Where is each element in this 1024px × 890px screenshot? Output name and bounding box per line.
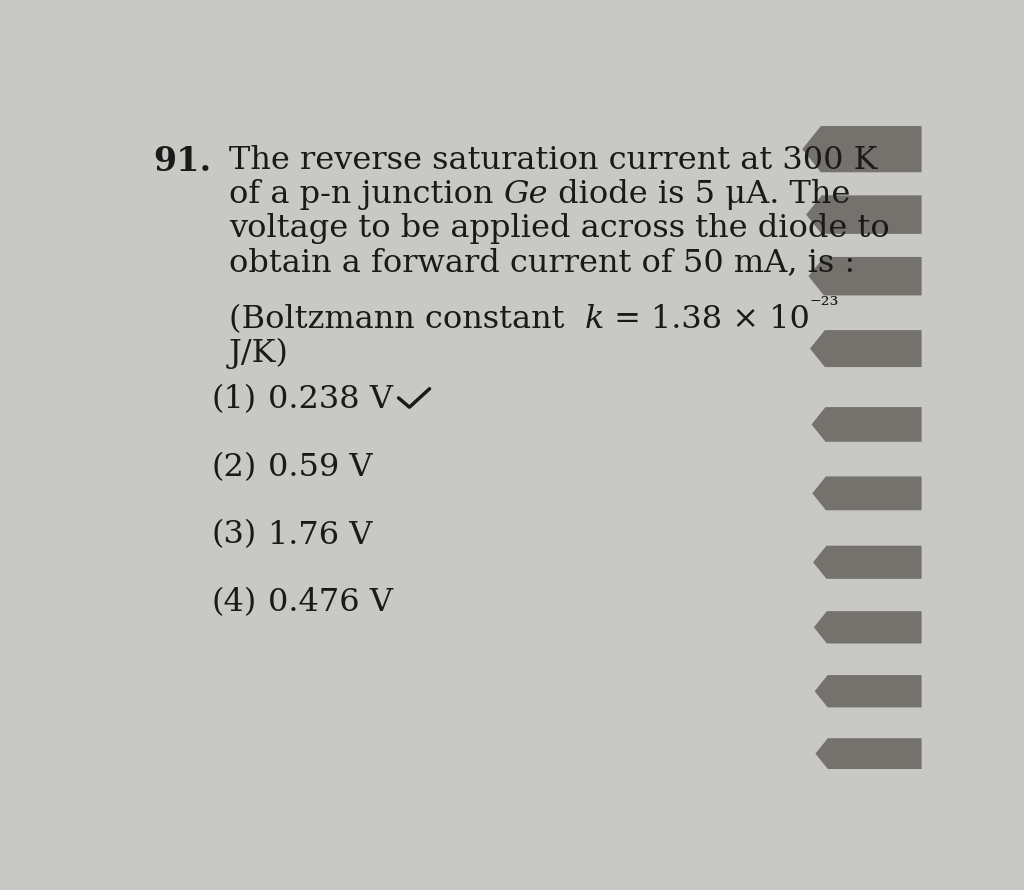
Polygon shape — [815, 738, 922, 769]
Text: (Boltzmann constant: (Boltzmann constant — [228, 303, 585, 335]
Polygon shape — [806, 195, 922, 234]
Text: k: k — [585, 303, 604, 335]
Text: = 1.38 × 10: = 1.38 × 10 — [604, 303, 810, 335]
Text: (3): (3) — [212, 520, 257, 551]
Text: (2): (2) — [212, 452, 257, 482]
Text: 0.476 V: 0.476 V — [267, 587, 392, 619]
Polygon shape — [813, 546, 922, 578]
Text: (4): (4) — [212, 587, 257, 619]
Polygon shape — [810, 330, 922, 367]
Text: (1): (1) — [212, 384, 257, 415]
Text: diode is 5 μA. The: diode is 5 μA. The — [548, 179, 850, 210]
Polygon shape — [815, 675, 922, 708]
Text: of a p-n junction: of a p-n junction — [228, 179, 504, 210]
Text: J/K): J/K) — [228, 338, 289, 369]
Text: 0.238 V: 0.238 V — [267, 384, 392, 415]
Polygon shape — [814, 611, 922, 643]
Polygon shape — [802, 126, 922, 173]
Polygon shape — [812, 407, 922, 441]
Text: Ge: Ge — [504, 179, 548, 210]
Polygon shape — [809, 257, 922, 295]
Text: 0.59 V: 0.59 V — [267, 452, 372, 482]
Text: The reverse saturation current at 300 K: The reverse saturation current at 300 K — [228, 145, 878, 176]
Text: 1.76 V: 1.76 V — [267, 520, 372, 551]
Polygon shape — [812, 476, 922, 510]
Text: 91.: 91. — [153, 145, 211, 178]
Text: ⁻²³: ⁻²³ — [810, 295, 840, 317]
Text: voltage to be applied across the diode to: voltage to be applied across the diode t… — [228, 213, 890, 244]
Text: obtain a forward current of 50 mA, is :: obtain a forward current of 50 mA, is : — [228, 247, 855, 278]
